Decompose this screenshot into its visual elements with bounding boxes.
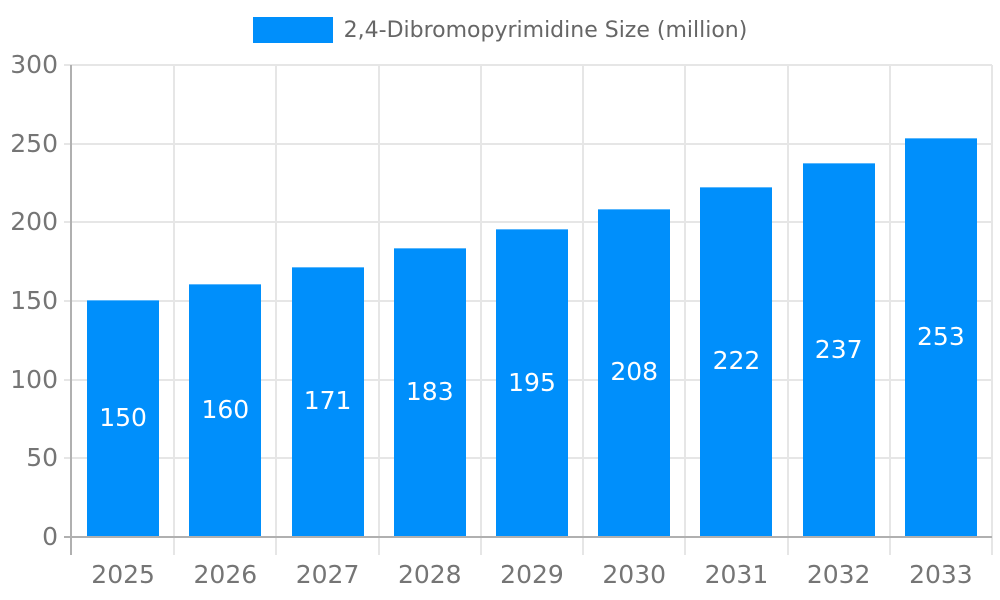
bar-value-label: 171 <box>303 386 352 416</box>
bar-value-label: 222 <box>712 346 761 376</box>
x-gridline <box>786 65 789 555</box>
x-tick-label: 2025 <box>91 560 155 589</box>
bar-2028[interactable]: 183 <box>393 248 466 537</box>
bar-value-label: 195 <box>508 367 556 397</box>
legend-swatch-icon <box>252 17 333 43</box>
x-axis-line <box>64 536 992 538</box>
y-gridline <box>64 64 992 66</box>
x-tick-label: 2030 <box>602 560 667 589</box>
x-tick-label: 2032 <box>806 560 871 589</box>
y-tick-label: 0 <box>42 522 58 551</box>
bar-value-label: 160 <box>201 395 250 425</box>
x-gridline <box>479 65 482 555</box>
bar-2027[interactable]: 171 <box>291 266 364 537</box>
y-tick-label: 100 <box>10 364 58 394</box>
bar-2031[interactable]: 222 <box>700 186 773 537</box>
y-gridline <box>64 142 992 145</box>
bar-2033[interactable]: 253 <box>904 137 977 537</box>
bar-2032[interactable]: 237 <box>802 163 875 537</box>
bar-2030[interactable]: 208 <box>598 208 671 537</box>
y-tick-label: 300 <box>10 50 58 79</box>
y-tick-label: 200 <box>10 207 58 237</box>
legend[interactable]: 2,4-Dibromopyrimidine Size (million) <box>0 17 1000 43</box>
bar-value-label: 253 <box>917 321 965 351</box>
legend-label: 2,4-Dibromopyrimidine Size (million) <box>343 17 748 43</box>
y-tick-label: 250 <box>10 128 58 158</box>
x-gridline <box>275 65 278 555</box>
y-tick-label: 150 <box>10 286 58 315</box>
x-gridline <box>888 65 891 555</box>
x-gridline <box>173 65 176 555</box>
x-tick-label: 2028 <box>397 560 462 589</box>
bar-2026[interactable]: 160 <box>189 284 262 537</box>
bar-value-label: 237 <box>814 334 863 364</box>
bar-2029[interactable]: 195 <box>496 229 568 537</box>
y-axis-line <box>70 65 72 555</box>
bar-2025[interactable]: 150 <box>87 300 160 537</box>
bar-value-label: 183 <box>405 377 454 407</box>
x-gridline <box>684 65 687 555</box>
y-tick-label: 50 <box>26 443 58 473</box>
x-tick-label: 2026 <box>193 560 258 589</box>
plot-area: 150 160 171 183 195 208 222 237 253 <box>64 64 993 555</box>
bar-value-label: 208 <box>610 357 659 387</box>
bar-value-label: 150 <box>99 403 147 432</box>
x-gridline <box>377 65 380 555</box>
x-tick-label: 2027 <box>295 560 360 589</box>
x-gridline <box>991 65 993 555</box>
x-axis-labels: 2025 2026 2027 2028 2029 2030 2031 2032 2033 <box>72 560 992 592</box>
x-gridline <box>582 65 585 555</box>
y-gridline <box>64 221 992 224</box>
x-tick-label: 2033 <box>909 560 973 589</box>
x-tick-label: 2031 <box>704 560 769 589</box>
x-tick-label: 2029 <box>500 560 564 589</box>
y-axis-labels: 0 50 100 150 200 250 300 <box>0 50 58 551</box>
